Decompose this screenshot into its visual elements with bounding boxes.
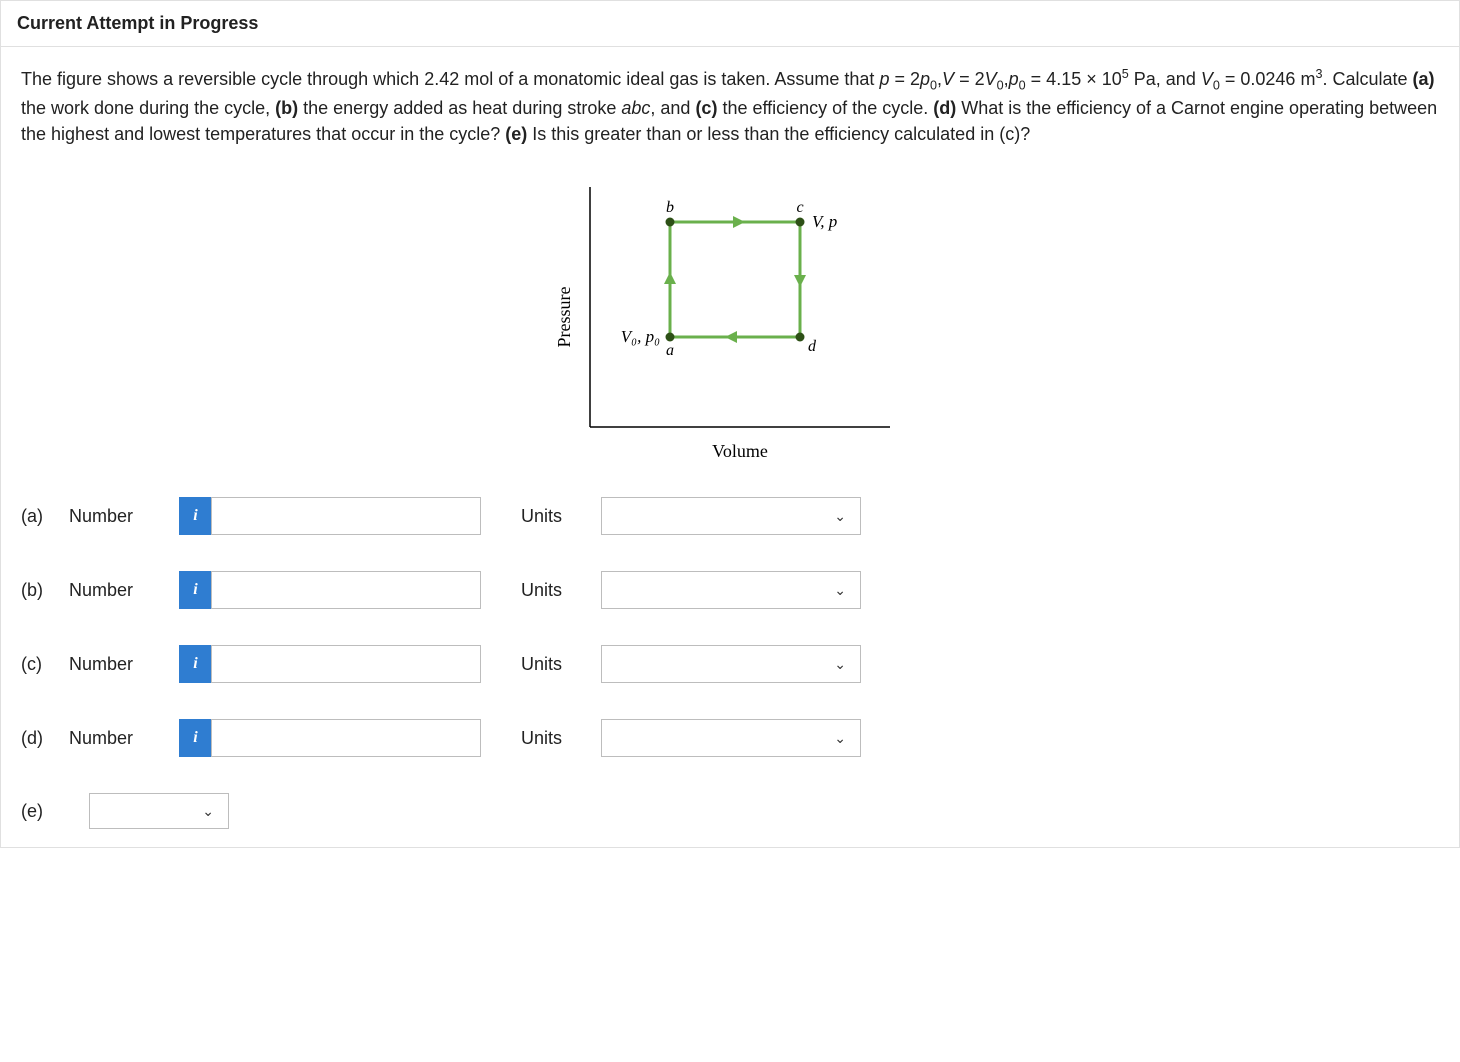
label-b: b — [666, 199, 674, 216]
y-axis-label: Pressure — [554, 287, 574, 348]
part-label-b: (b) — [21, 580, 69, 601]
arrow-bc — [733, 216, 745, 228]
panel-header: Current Attempt in Progress — [1, 1, 1459, 47]
part-label-c: (c) — [21, 654, 69, 675]
chevron-down-icon: ⌄ — [834, 656, 846, 673]
units-label-a: Units — [521, 506, 581, 527]
cycle-path — [670, 222, 800, 337]
pv-diagram: Pressure Volume — [550, 167, 910, 467]
units-select-c[interactable]: ⌄ — [601, 645, 861, 683]
units-label-c: Units — [521, 654, 581, 675]
label-d: d — [808, 338, 817, 355]
number-label-c: Number — [69, 654, 159, 675]
arrow-cd — [794, 275, 806, 287]
chevron-down-icon: ⌄ — [834, 730, 846, 747]
number-input-d[interactable] — [211, 719, 481, 757]
part-label-a: (a) — [21, 506, 69, 527]
answer-row-e: (e) ⌄ — [21, 793, 1439, 829]
answer-row-c: (c) Number i Units ⌄ — [21, 645, 1439, 683]
units-label-d: Units — [521, 728, 581, 749]
info-icon[interactable]: i — [179, 571, 211, 609]
units-select-b[interactable]: ⌄ — [601, 571, 861, 609]
units-label-b: Units — [521, 580, 581, 601]
label-v0p0: V₀, p₀ — [621, 327, 660, 346]
question-text: The figure shows a reversible cycle thro… — [21, 65, 1439, 147]
info-icon[interactable]: i — [179, 645, 211, 683]
figure-container: Pressure Volume — [21, 167, 1439, 467]
number-input-a[interactable] — [211, 497, 481, 535]
answer-row-b: (b) Number i Units ⌄ — [21, 571, 1439, 609]
part-label-e: (e) — [21, 801, 69, 822]
label-vp: V, p — [812, 212, 837, 231]
point-b — [666, 218, 675, 227]
number-label-a: Number — [69, 506, 159, 527]
point-a — [666, 333, 675, 342]
chevron-down-icon: ⌄ — [834, 508, 846, 525]
panel-body: The figure shows a reversible cycle thro… — [1, 47, 1459, 847]
e-select[interactable]: ⌄ — [89, 793, 229, 829]
label-c: c — [796, 199, 803, 216]
number-label-d: Number — [69, 728, 159, 749]
number-label-b: Number — [69, 580, 159, 601]
header-title: Current Attempt in Progress — [17, 13, 258, 33]
chevron-down-icon: ⌄ — [834, 582, 846, 599]
number-input-c[interactable] — [211, 645, 481, 683]
part-label-d: (d) — [21, 728, 69, 749]
point-c — [796, 218, 805, 227]
answer-row-a: (a) Number i Units ⌄ — [21, 497, 1439, 535]
chevron-down-icon: ⌄ — [202, 803, 214, 820]
label-a: a — [666, 342, 674, 359]
arrow-da — [725, 331, 737, 343]
number-input-b[interactable] — [211, 571, 481, 609]
attempt-panel: Current Attempt in Progress The figure s… — [0, 0, 1460, 848]
answer-row-d: (d) Number i Units ⌄ — [21, 719, 1439, 757]
info-icon[interactable]: i — [179, 719, 211, 757]
units-select-d[interactable]: ⌄ — [601, 719, 861, 757]
units-select-a[interactable]: ⌄ — [601, 497, 861, 535]
point-d — [796, 333, 805, 342]
info-icon[interactable]: i — [179, 497, 211, 535]
answer-rows: (a) Number i Units ⌄ (b) Number i Units … — [21, 497, 1439, 829]
x-axis-label: Volume — [712, 441, 768, 461]
arrow-ab — [664, 272, 676, 284]
